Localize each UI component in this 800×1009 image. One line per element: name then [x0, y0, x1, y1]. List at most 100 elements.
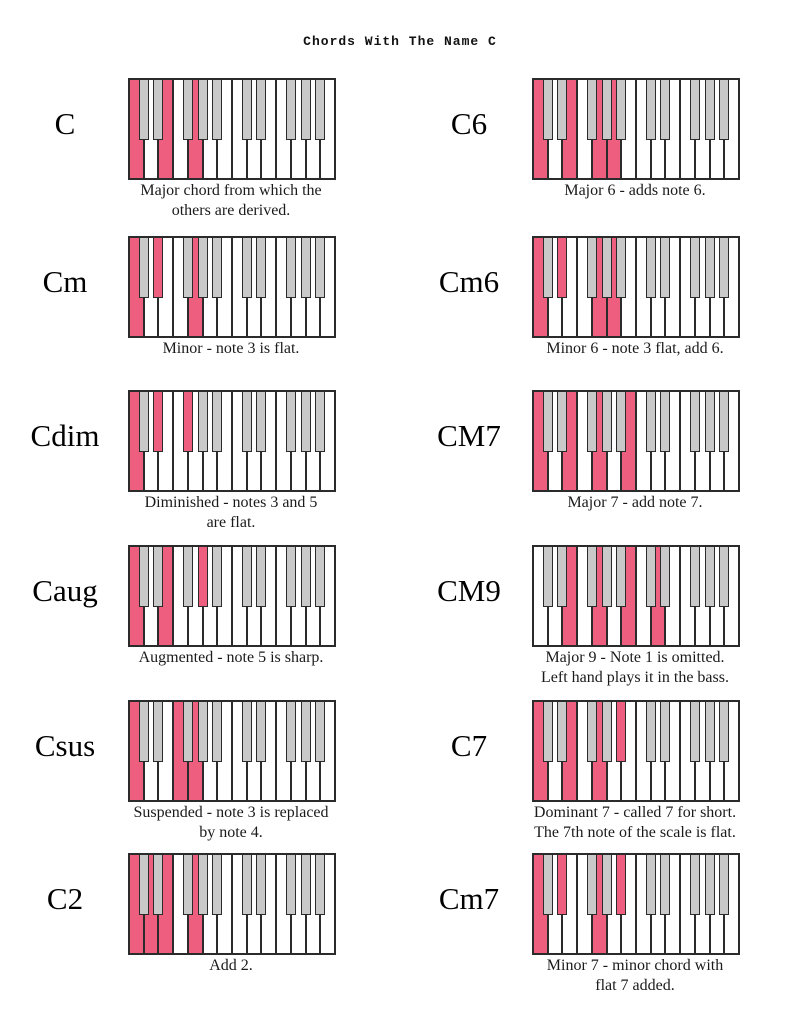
black-key-after-10: [285, 237, 296, 298]
chord-label: C7: [450, 728, 488, 763]
chord-label: CM7: [437, 418, 501, 453]
chord-cell-C2: C2 Add 2.: [0, 853, 400, 1008]
black-key-after-5: [616, 546, 627, 607]
chord-label: Csus: [34, 728, 96, 763]
black-key-after-8: [256, 854, 267, 915]
chord-caption: Diminished - notes 3 and 5 are flat.: [144, 494, 318, 531]
chord-cell-C7: C7 Dominant 7 - called 7 for short. The 7…: [404, 700, 800, 855]
chord-caption: Major 7 - add note 7.: [567, 494, 703, 511]
black-key-after-12: [315, 237, 326, 298]
black-key-after-10: [689, 546, 700, 607]
black-key-after-5-highlighted: [616, 701, 627, 762]
black-key-after-12: [719, 237, 730, 298]
black-key-after-1-highlighted: [557, 854, 568, 915]
keyboard-diagram-C7: [532, 700, 740, 802]
black-key-after-8: [256, 79, 267, 140]
black-key-after-12: [719, 701, 730, 762]
black-key-after-4: [197, 237, 208, 298]
black-key-after-3: [586, 701, 597, 762]
page-title: Chords With The Name C: [303, 34, 497, 49]
black-key-after-5: [212, 391, 223, 452]
black-key-after-10: [285, 854, 296, 915]
black-key-after-4: [197, 854, 208, 915]
black-key-after-4: [601, 701, 612, 762]
black-key-after-5: [616, 237, 627, 298]
black-key-after-4: [197, 701, 208, 762]
black-key-after-7: [645, 79, 656, 140]
black-key-after-7: [645, 854, 656, 915]
black-key-after-0: [138, 79, 149, 140]
black-key-after-11: [704, 237, 715, 298]
black-key-after-10: [689, 79, 700, 140]
black-key-after-4: [601, 79, 612, 140]
black-key-after-8: [660, 79, 671, 140]
black-key-after-5: [212, 237, 223, 298]
black-key-after-7: [241, 79, 252, 140]
keyboard-diagram-C6: [532, 78, 740, 180]
black-key-after-7: [241, 546, 252, 607]
chord-label: CM9: [437, 573, 501, 608]
black-key-after-1: [557, 546, 568, 607]
black-key-after-12: [315, 854, 326, 915]
chord-caption: Suspended - note 3 is replaced by note 4…: [133, 804, 329, 841]
black-key-after-12: [719, 79, 730, 140]
black-key-after-11: [300, 701, 311, 762]
black-key-after-8: [256, 237, 267, 298]
black-key-after-8: [660, 701, 671, 762]
chord-caption: Dominant 7 - called 7 for short. The 7th…: [533, 804, 737, 841]
black-key-after-0: [542, 79, 553, 140]
keyboard-diagram-CM7: [532, 390, 740, 492]
black-key-after-7: [645, 546, 656, 607]
black-key-after-1-highlighted: [153, 391, 164, 452]
black-key-after-11: [704, 854, 715, 915]
black-key-after-1: [153, 546, 164, 607]
black-key-after-7: [645, 391, 656, 452]
black-key-after-0: [542, 391, 553, 452]
black-key-after-10: [689, 701, 700, 762]
black-key-after-12: [719, 854, 730, 915]
black-key-after-7: [645, 237, 656, 298]
keyboard-diagram-Cm7: [532, 853, 740, 955]
keyboard-diagram-CM9: [532, 545, 740, 647]
black-key-after-1: [153, 79, 164, 140]
black-key-after-1-highlighted: [557, 237, 568, 298]
chord-cell-Csus: Csus Suspended - note 3 is replaced by no…: [0, 700, 400, 855]
black-key-after-12: [315, 79, 326, 140]
black-key-after-11: [300, 391, 311, 452]
keyboard-diagram-Csus: [128, 700, 336, 802]
black-key-after-4: [601, 237, 612, 298]
chord-cell-Cdim: Cdim Diminished - notes 3 and 5 are flat.: [0, 390, 400, 545]
black-key-after-7: [241, 701, 252, 762]
black-key-after-4: [197, 391, 208, 452]
keyboard-diagram-Cm6: [532, 236, 740, 338]
black-key-after-0: [542, 546, 553, 607]
black-key-after-8: [660, 546, 671, 607]
chord-caption: Minor - note 3 is flat.: [162, 340, 300, 357]
black-key-after-0: [542, 854, 553, 915]
chord-caption: Major 9 - Note 1 is omitted. Left hand p…: [541, 649, 729, 686]
black-key-after-12: [719, 546, 730, 607]
black-key-after-3: [182, 854, 193, 915]
black-key-after-0: [138, 546, 149, 607]
black-key-after-5-highlighted: [616, 854, 627, 915]
black-key-after-4: [601, 391, 612, 452]
black-key-after-8: [660, 854, 671, 915]
black-key-after-5: [212, 701, 223, 762]
chord-label: Cm: [42, 264, 88, 299]
chord-cell-C: C Major chord from which the others are d…: [0, 78, 400, 233]
black-key-after-4: [601, 854, 612, 915]
black-key-after-5: [212, 854, 223, 915]
black-key-after-3: [586, 237, 597, 298]
keyboard-diagram-Cm: [128, 236, 336, 338]
black-key-after-12: [315, 391, 326, 452]
black-key-after-12: [315, 546, 326, 607]
chord-label: Cdim: [30, 418, 100, 453]
black-key-after-0: [542, 237, 553, 298]
black-key-after-7: [645, 701, 656, 762]
black-key-after-3: [182, 546, 193, 607]
chord-cell-C6: C6 Major 6 - adds note 6.: [404, 78, 800, 233]
black-key-after-1: [557, 391, 568, 452]
keyboard-diagram-Caug: [128, 545, 336, 647]
black-key-after-1: [153, 854, 164, 915]
black-key-after-8: [660, 391, 671, 452]
